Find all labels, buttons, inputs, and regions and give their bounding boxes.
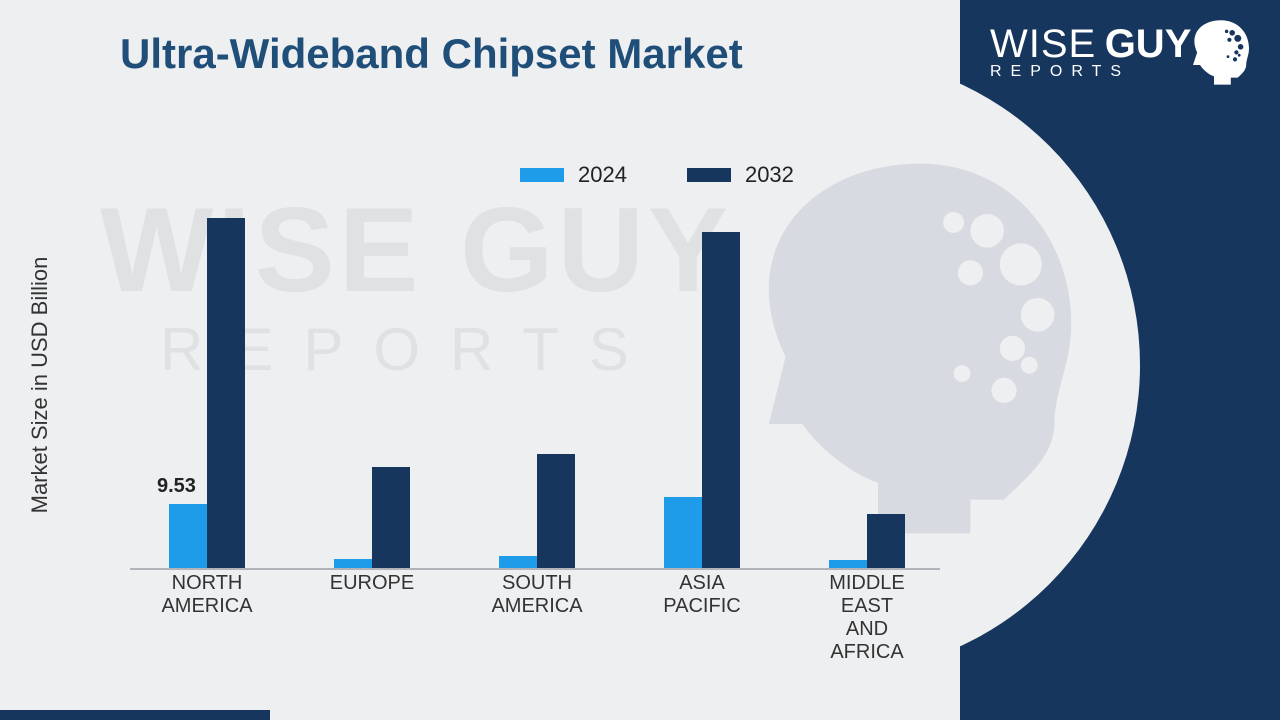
legend: 2024 2032 — [520, 162, 794, 188]
x-axis-label: NORTHAMERICA — [132, 572, 282, 618]
legend-item-2024: 2024 — [520, 162, 627, 188]
x-axis-label: MIDDLEEASTANDAFRICA — [792, 572, 942, 664]
bar — [169, 504, 207, 568]
page-root: WISE GUY REPORTS WISE GUY REPORTS — [0, 0, 1280, 720]
brand-logo: WISE GUY REPORTS — [990, 22, 1250, 81]
chart-area: Market Size in USD Billion 9.53 NORTHAME… — [100, 200, 940, 570]
bar — [207, 218, 245, 568]
bar-value-label: 9.53 — [157, 475, 196, 498]
brand-wise: WISE — [990, 22, 1096, 66]
brand-guy: GUY — [1105, 22, 1192, 66]
chart-title: Ultra-Wideband Chipset Market — [120, 30, 743, 78]
legend-swatch-2032 — [687, 168, 731, 182]
bar — [829, 560, 867, 568]
legend-item-2032: 2032 — [687, 162, 794, 188]
bar — [372, 467, 410, 568]
bar-group — [808, 514, 926, 568]
x-axis-label: EUROPE — [297, 572, 447, 595]
legend-label-2024: 2024 — [578, 162, 627, 188]
legend-swatch-2024 — [520, 168, 564, 182]
bar — [537, 454, 575, 568]
plot-area: 9.53 — [130, 200, 940, 570]
bar — [664, 497, 702, 568]
x-axis-label: ASIAPACIFIC — [627, 572, 777, 618]
legend-label-2032: 2032 — [745, 162, 794, 188]
y-axis-label: Market Size in USD Billion — [27, 257, 53, 514]
bottom-accent — [0, 710, 270, 720]
brand-head-icon — [1186, 16, 1256, 86]
bar — [334, 559, 372, 568]
bar — [867, 514, 905, 568]
bar — [499, 556, 537, 568]
x-axis-label: SOUTHAMERICA — [462, 572, 612, 618]
bar-group — [643, 232, 761, 568]
bar-group: 9.53 — [148, 218, 266, 568]
bar-group — [313, 467, 431, 568]
bar — [702, 232, 740, 568]
bar-group — [478, 454, 596, 568]
